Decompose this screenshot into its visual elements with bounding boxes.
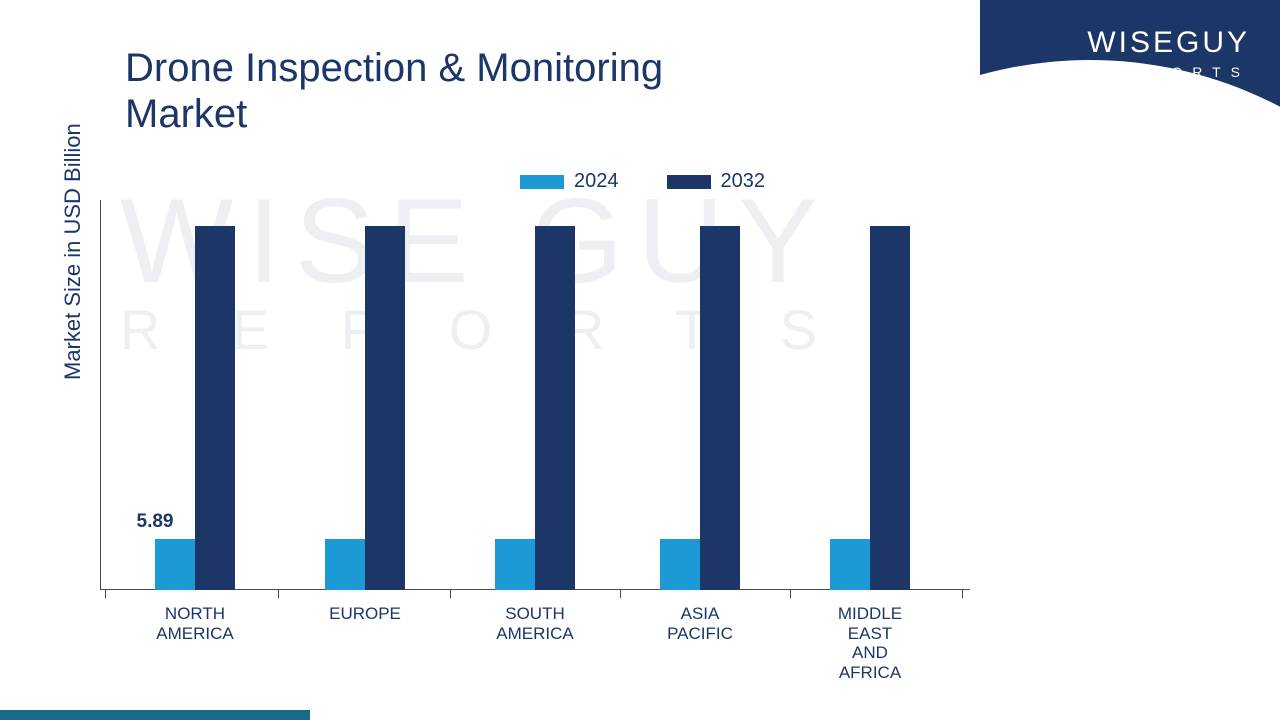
x-tick [105, 590, 106, 598]
bar [495, 539, 535, 590]
bar-group: MIDDLE EAST AND AFRICA [830, 226, 910, 590]
x-tick [278, 590, 279, 598]
legend-item: 2024 [520, 170, 619, 193]
category-label: EUROPE [329, 604, 401, 624]
accent-bar [0, 710, 310, 720]
legend-item: 2032 [667, 170, 766, 193]
plot-area: 5.89NORTH AMERICA EUROPE SOUTH AMERICA ASIA… [100, 200, 970, 590]
bar-group: ASIA PACIFIC [660, 226, 740, 590]
category-label: NORTH AMERICA [156, 604, 233, 643]
bar [660, 539, 700, 590]
legend-swatch [667, 175, 711, 189]
x-tick [620, 590, 621, 598]
category-label: ASIA PACIFIC [667, 604, 733, 643]
legend-label: 2024 [574, 170, 619, 192]
bar [535, 226, 575, 590]
bar-group: 5.89NORTH AMERICA [155, 226, 235, 590]
x-tick [790, 590, 791, 598]
brand-logo: WISEGUY REPORTS [1087, 28, 1250, 80]
bar [870, 226, 910, 590]
legend: 2024 2032 [520, 170, 765, 193]
bar [830, 539, 870, 590]
bar [155, 539, 195, 590]
x-tick [962, 590, 963, 598]
bar-group: EUROPE [325, 226, 405, 590]
chart-stage: WISEGUY REPORTS WISE GUY R E P O R T S D… [0, 0, 1280, 720]
y-axis [100, 200, 101, 590]
data-label: 5.89 [137, 511, 174, 533]
legend-label: 2032 [721, 170, 766, 192]
category-label: SOUTH AMERICA [496, 604, 573, 643]
legend-swatch [520, 175, 564, 189]
y-axis-label: Market Size in USD Billion [60, 123, 86, 380]
brand-line1: WISEGUY [1087, 28, 1250, 58]
x-tick [450, 590, 451, 598]
bar [700, 226, 740, 590]
category-label: MIDDLE EAST AND AFRICA [838, 604, 902, 682]
bar-group: SOUTH AMERICA [495, 226, 575, 590]
chart-title: Drone Inspection & Monitoring Market [125, 45, 765, 137]
bar [365, 226, 405, 590]
bar [195, 226, 235, 590]
brand-line2: REPORTS [1087, 64, 1250, 80]
bar [325, 539, 365, 590]
